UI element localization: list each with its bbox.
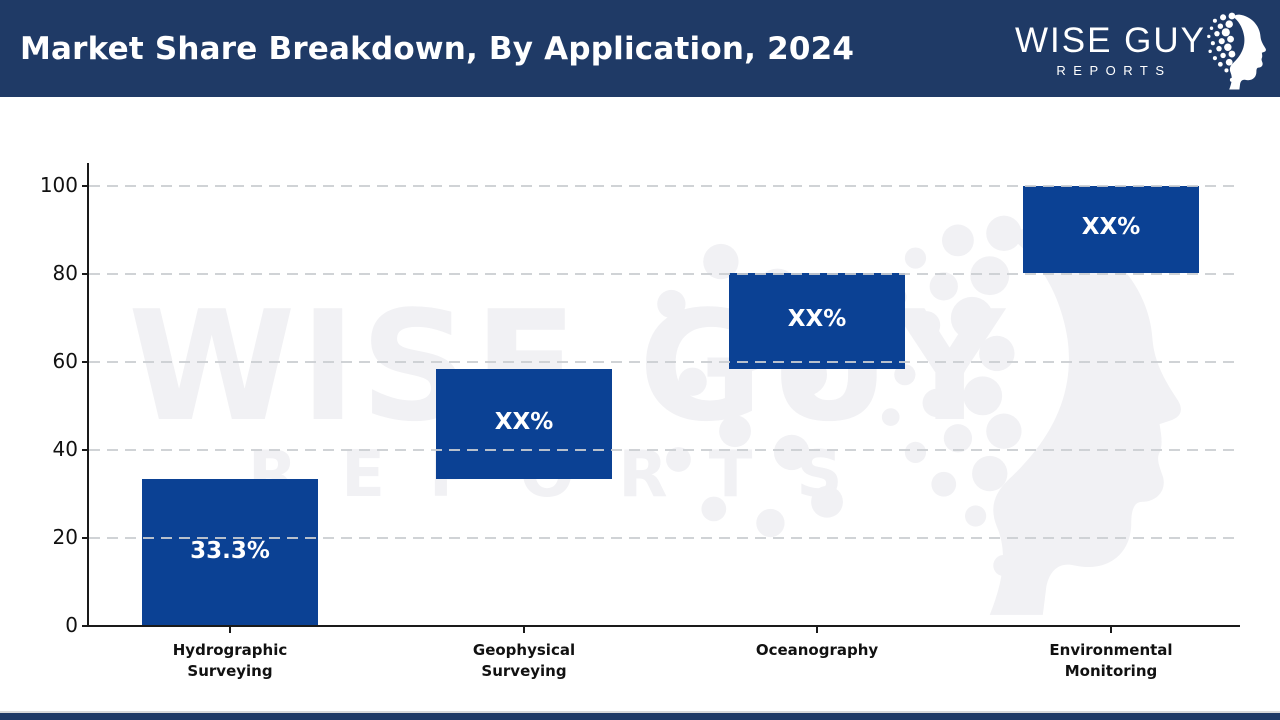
bar-value-label: XX%	[494, 409, 554, 436]
y-axis-line	[87, 163, 89, 627]
y-tick-label: 80	[52, 261, 78, 285]
y-tick-label: 60	[52, 349, 78, 373]
y-gridline	[89, 537, 1240, 539]
x-tick-mark	[523, 627, 525, 633]
y-tick-label: 0	[65, 613, 78, 637]
y-gridline	[89, 449, 1240, 451]
y-tick-mark	[82, 361, 89, 363]
logo-sub-text: REPORTS	[1056, 63, 1172, 78]
y-gridline	[89, 185, 1240, 187]
bar-value-label: 33.3%	[190, 537, 270, 564]
waterfall-bar	[1023, 186, 1199, 273]
logo-brand-text: WISE GUY	[1014, 21, 1206, 60]
y-gridline	[89, 361, 1240, 363]
x-category-label-line: Monitoring	[1064, 662, 1158, 680]
x-category-label-line: Surveying	[481, 662, 567, 680]
bar-value-label: XX%	[1081, 214, 1141, 241]
logo-head-icon	[1207, 12, 1266, 90]
x-tick-mark	[229, 627, 231, 633]
waterfall-bar	[729, 272, 905, 370]
bar-value-label: XX%	[787, 306, 847, 333]
footer-bar	[0, 711, 1280, 720]
y-gridline	[89, 273, 1240, 275]
waterfall-bar	[436, 369, 612, 480]
y-tick-mark	[82, 537, 89, 539]
x-category-label-line: Geophysical	[472, 641, 576, 659]
x-category-label: Oceanography	[697, 640, 937, 661]
x-tick-mark	[1110, 627, 1112, 633]
x-category-label-line: Surveying	[187, 662, 273, 680]
header-bar: Market Share Breakdown, By Application, …	[0, 0, 1280, 97]
logo-text: WISE GUY REPORTS	[1015, 23, 1206, 77]
x-category-label-line: Environmental	[1049, 641, 1173, 659]
y-tick-label: 100	[39, 173, 78, 197]
wise-guy-logo: WISE GUY REPORTS	[1015, 6, 1270, 94]
x-category-label: Environmental Monitoring	[991, 640, 1231, 682]
y-tick-label: 20	[52, 525, 78, 549]
x-category-label-line: Oceanography	[755, 641, 879, 659]
chart-title: Market Share Breakdown, By Application, …	[20, 30, 855, 67]
x-category-label: Geophysical Surveying	[404, 640, 644, 682]
y-tick-mark	[82, 625, 89, 627]
y-tick-mark	[82, 273, 89, 275]
waterfall-bar	[142, 479, 318, 626]
y-tick-mark	[82, 185, 89, 187]
y-tick-label: 40	[52, 437, 78, 461]
x-tick-mark	[816, 627, 818, 633]
x-axis-line	[86, 625, 1240, 627]
x-category-label: Hydrographic Surveying	[110, 640, 350, 682]
y-tick-mark	[82, 449, 89, 451]
x-category-label-line: Hydrographic	[172, 641, 288, 659]
